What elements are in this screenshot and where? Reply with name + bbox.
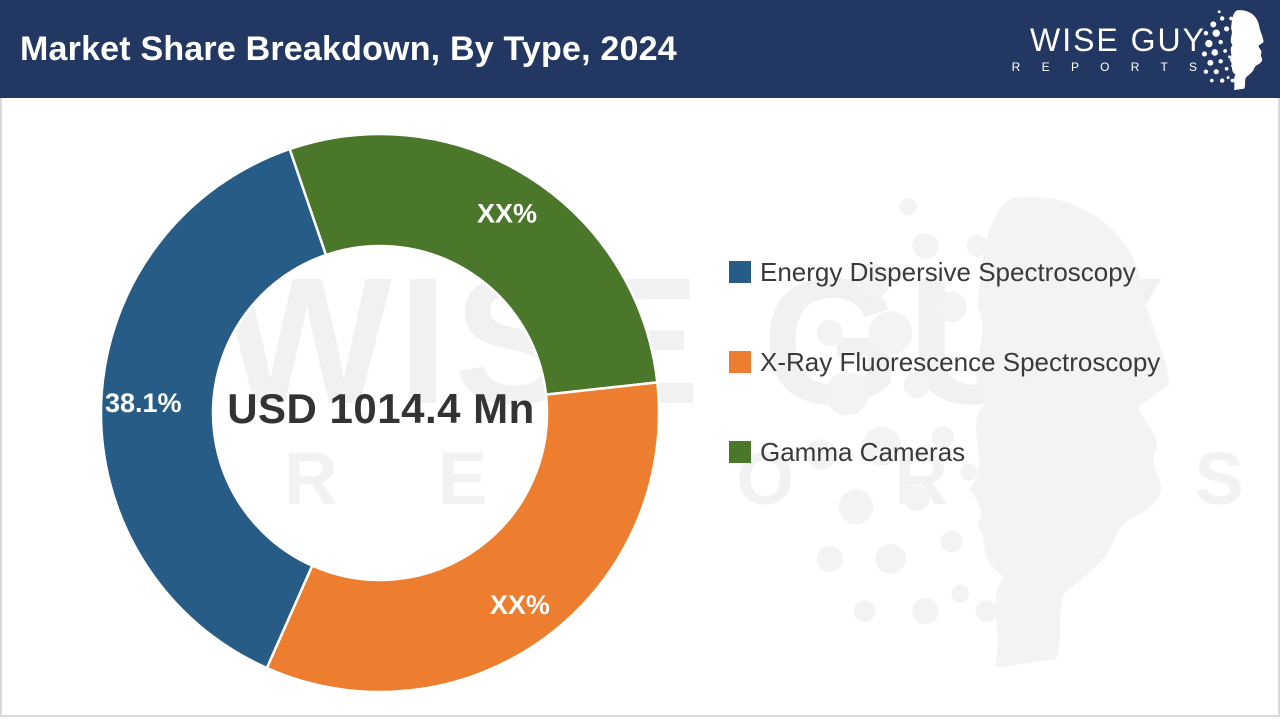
brand-head-icon xyxy=(1200,8,1268,91)
brand-logo-text: WISE GUY R E P O R T S xyxy=(1012,24,1206,74)
donut-segment-label: 38.1% xyxy=(105,388,182,418)
legend-item: X-Ray Fluorescence Spectroscopy xyxy=(729,348,1160,376)
legend-item: Gamma Cameras xyxy=(729,438,1160,466)
donut-segment-x-ray-fluorescence-spectroscopy xyxy=(265,381,660,693)
donut-segment-energy-dispersive-spectroscopy xyxy=(100,147,328,670)
legend-label: X-Ray Fluorescence Spectroscopy xyxy=(760,347,1161,377)
brand-logo: WISE GUY R E P O R T S xyxy=(1012,8,1280,91)
legend-item: Energy Dispersive Spectroscopy xyxy=(729,258,1160,286)
donut-segment-label: XX% xyxy=(477,198,537,228)
legend-label: Energy Dispersive Spectroscopy xyxy=(760,257,1136,287)
donut-chart: XX% XX% 38.1% xyxy=(100,133,660,693)
legend-label: Gamma Cameras xyxy=(760,437,966,467)
donut-center-value: USD 1014.4 Mn xyxy=(227,385,535,432)
donut-segment-gamma-cameras xyxy=(288,133,659,396)
page-title: Market Share Breakdown, By Type, 2024 xyxy=(20,29,677,68)
legend-swatch-energy-dispersive-spectroscopy xyxy=(729,261,751,283)
chart-legend: Energy Dispersive Spectroscopy X-Ray Flu… xyxy=(729,258,1160,466)
header: Market Share Breakdown, By Type, 2024 WI… xyxy=(0,0,1280,98)
brand-subtitle: R E P O R T S xyxy=(1011,60,1206,74)
legend-swatch-gamma-cameras xyxy=(729,441,751,463)
brand-name: WISE GUY xyxy=(1029,22,1206,58)
legend-swatch-x-ray-fluorescence-spectroscopy xyxy=(729,351,751,373)
donut-segment-label: XX% xyxy=(490,590,550,620)
